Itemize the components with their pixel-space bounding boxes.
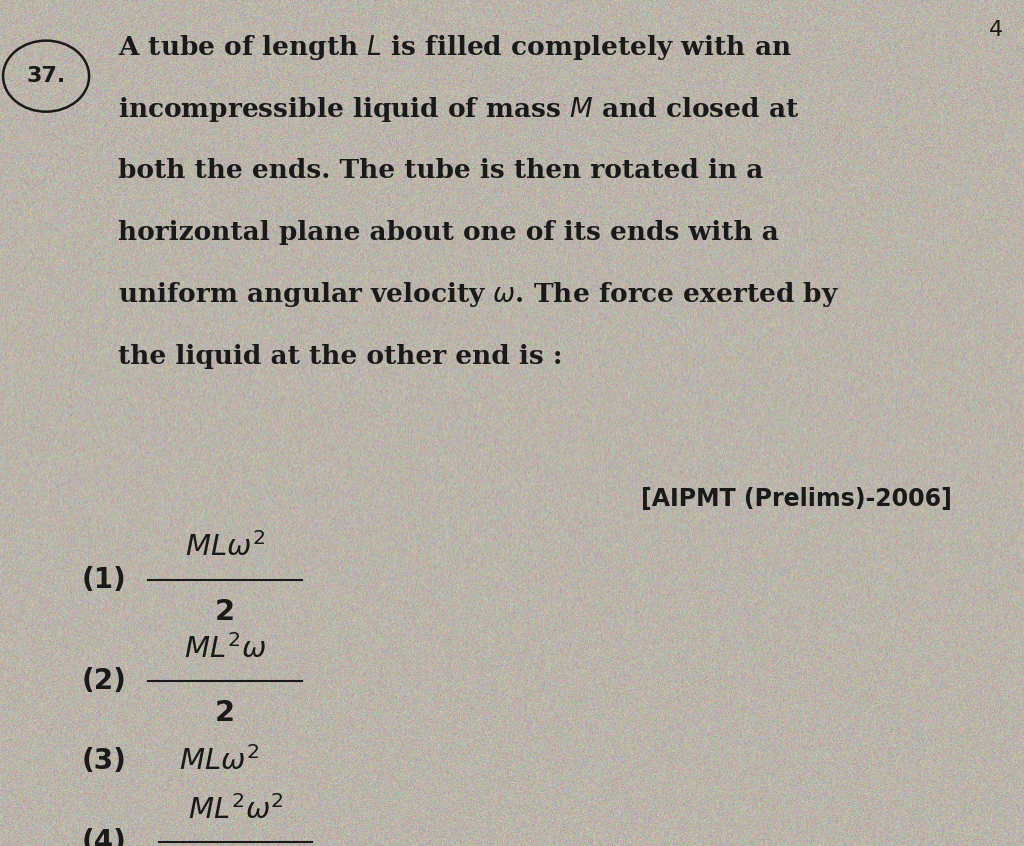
Text: $ML^2\omega$: $ML^2\omega$ [184,634,266,664]
Text: the liquid at the other end is :: the liquid at the other end is : [118,343,562,369]
Text: uniform angular velocity $\omega$. The force exerted by: uniform angular velocity $\omega$. The f… [118,280,839,309]
Text: (4): (4) [82,827,127,846]
Text: $ML\omega^2$: $ML\omega^2$ [185,532,265,563]
Text: incompressible liquid of mass $M$ and closed at: incompressible liquid of mass $M$ and cl… [118,95,799,124]
Text: (2): (2) [82,667,127,695]
Text: A tube of length $L$ is filled completely with an: A tube of length $L$ is filled completel… [118,33,792,62]
Text: $ML\omega^2$: $ML\omega^2$ [179,746,259,777]
Text: 2: 2 [215,597,236,626]
Text: [AIPMT (Prelims)-2006]: [AIPMT (Prelims)-2006] [641,487,952,511]
Text: 4: 4 [989,19,1004,40]
Text: (3): (3) [82,747,127,776]
Text: horizontal plane about one of its ends with a: horizontal plane about one of its ends w… [118,220,778,245]
Text: 2: 2 [215,699,236,728]
Text: $ML^2\omega^2$: $ML^2\omega^2$ [187,794,284,825]
Text: (1): (1) [82,565,127,594]
Text: both the ends. The tube is then rotated in a: both the ends. The tube is then rotated … [118,158,763,184]
Text: 37.: 37. [27,66,66,86]
